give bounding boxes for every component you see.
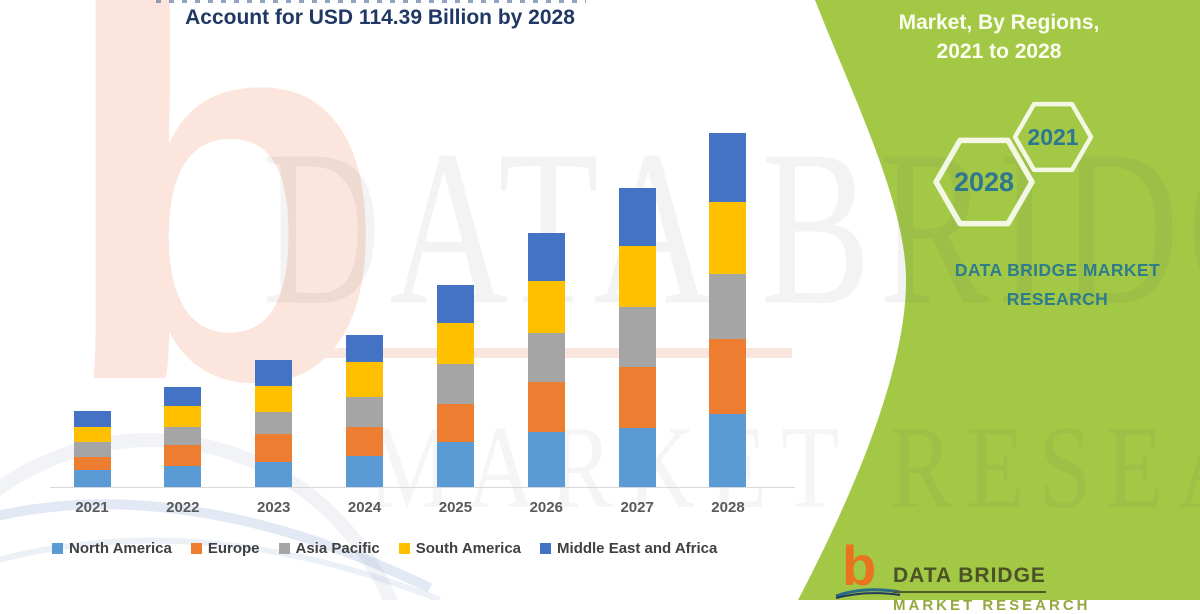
bar-segment-2024 bbox=[346, 334, 384, 363]
bar-segment-2028 bbox=[709, 133, 747, 203]
bar-segment-2026 bbox=[527, 232, 565, 282]
chart-legend: North America Europe Asia Pacific South Ame… bbox=[52, 540, 797, 557]
bar-segment-2025 bbox=[436, 404, 474, 443]
bar-segment-2021 bbox=[73, 410, 111, 428]
legend-label: North America bbox=[69, 540, 172, 557]
bar-segment-2021 bbox=[73, 457, 111, 471]
legend-item: Asia Pacific bbox=[278, 540, 380, 557]
bar-segment-2028 bbox=[709, 339, 747, 414]
bar-segment-2028 bbox=[709, 414, 747, 487]
x-axis-label-2024: 2024 bbox=[347, 499, 382, 516]
bar-segment-2025 bbox=[436, 322, 474, 365]
bar-segment-2024 bbox=[346, 456, 384, 487]
bar-segment-2026 bbox=[527, 382, 565, 433]
bar-segment-2028 bbox=[709, 273, 747, 340]
bar-segment-2023 bbox=[255, 433, 293, 462]
bar-chart-plot bbox=[55, 100, 795, 487]
stacked-bar-2021 bbox=[73, 410, 111, 487]
bar-segment-2027 bbox=[618, 367, 656, 428]
bar-segment-2023 bbox=[255, 360, 293, 387]
panel-heading: Market, By Regions, 2021 to 2028 bbox=[868, 8, 1130, 66]
legend-label: Europe bbox=[207, 540, 260, 557]
legend-swatch-icon bbox=[540, 543, 552, 554]
bar-segment-2022 bbox=[164, 466, 202, 487]
legend-swatch-icon bbox=[398, 543, 410, 554]
bar-segment-2024 bbox=[346, 362, 384, 398]
bar-segment-2021 bbox=[73, 427, 111, 443]
stacked-bar-2024 bbox=[346, 334, 384, 487]
marketresearch-text-watermark: MARKET RESEARCH bbox=[368, 400, 1200, 534]
x-axis-label-2023: 2023 bbox=[257, 499, 291, 516]
bar-segment-2027 bbox=[618, 427, 656, 487]
bar-segment-2027 bbox=[618, 187, 656, 247]
stacked-bar-2022 bbox=[164, 387, 202, 487]
page-title: Account for USD 114.39 Billion by 2028 bbox=[185, 6, 575, 29]
legend-label: Asia Pacific bbox=[295, 540, 380, 557]
bar-segment-2021 bbox=[73, 442, 111, 458]
bar-segment-2026 bbox=[527, 432, 565, 487]
stacked-bar-2026 bbox=[527, 232, 565, 487]
bar-segment-2025 bbox=[436, 284, 474, 323]
bar-segment-2022 bbox=[164, 406, 202, 428]
bar-segment-2022 bbox=[164, 445, 202, 467]
legend-item: Middle East and Africa bbox=[540, 540, 717, 557]
hexagon-2028-label: 2028 bbox=[954, 167, 1014, 197]
legend-label: Middle East and Africa bbox=[557, 540, 718, 557]
green-panel-shape bbox=[798, 0, 1200, 600]
watermark-swoosh-curves bbox=[0, 433, 442, 600]
x-axis-label-2022: 2022 bbox=[166, 499, 200, 516]
legend-item: North America bbox=[52, 540, 172, 557]
legend-label: South America bbox=[415, 540, 522, 557]
bar-segment-2022 bbox=[164, 427, 202, 446]
panel-heading-line1: Market, By Regions, bbox=[898, 11, 1100, 34]
x-axis-line bbox=[50, 487, 795, 488]
panel-heading-line2: 2021 to 2028 bbox=[936, 40, 1062, 63]
x-axis-label-2028: 2028 bbox=[711, 499, 745, 516]
bar-segment-2022 bbox=[164, 387, 202, 407]
legend-swatch-icon bbox=[190, 543, 202, 554]
databridge-b-watermark: b bbox=[58, 0, 388, 493]
bar-segment-2025 bbox=[436, 364, 474, 405]
bar-segment-2028 bbox=[709, 202, 747, 274]
x-axis-label-2025: 2025 bbox=[438, 499, 473, 516]
hexagon-2021-label: 2021 bbox=[1027, 124, 1078, 150]
legend-item: Europe bbox=[190, 540, 260, 557]
footer-logo: b DATA BRIDGE MARKET RESEARCH bbox=[835, 538, 1170, 614]
bar-segment-2023 bbox=[255, 386, 293, 413]
x-axis-labels: 2021 2022 2023 2024 2025 2026 2027 2028 bbox=[55, 499, 795, 521]
legend-swatch-icon bbox=[52, 543, 63, 554]
bar-segment-2023 bbox=[255, 412, 293, 434]
footer-logo-name: DATA BRIDGE bbox=[893, 564, 1046, 593]
hexagon-badges: 2028 2021 bbox=[933, 101, 1094, 227]
clipped-title-line-remnant bbox=[156, 0, 586, 3]
stacked-bar-2028 bbox=[709, 133, 747, 487]
bar-segment-2024 bbox=[346, 427, 384, 457]
bar-segment-2026 bbox=[527, 332, 565, 383]
hexagon-2021 bbox=[1012, 101, 1094, 173]
stacked-bar-2023 bbox=[255, 360, 293, 487]
bar-segment-2026 bbox=[527, 281, 565, 333]
bar-segment-2021 bbox=[73, 470, 111, 487]
bar-segment-2024 bbox=[346, 397, 384, 428]
stacked-bar-2027 bbox=[618, 187, 656, 487]
x-axis-label-2026: 2026 bbox=[529, 499, 563, 516]
legend-item: South America bbox=[398, 540, 522, 557]
x-axis-label-2027: 2027 bbox=[620, 499, 654, 516]
bar-segment-2023 bbox=[255, 461, 293, 487]
bar-segment-2027 bbox=[618, 306, 656, 368]
bar-segment-2027 bbox=[618, 246, 656, 307]
footer-logo-b-icon: b bbox=[842, 534, 877, 597]
bar-segment-2025 bbox=[436, 442, 474, 487]
stacked-bar-2025 bbox=[436, 284, 474, 487]
hexagon-2028 bbox=[933, 137, 1035, 227]
legend-swatch-icon bbox=[278, 543, 290, 554]
panel-brand-text: DATA BRIDGE MARKET RESEARCH bbox=[954, 260, 1161, 309]
x-axis-label-2021: 2021 bbox=[75, 499, 109, 516]
